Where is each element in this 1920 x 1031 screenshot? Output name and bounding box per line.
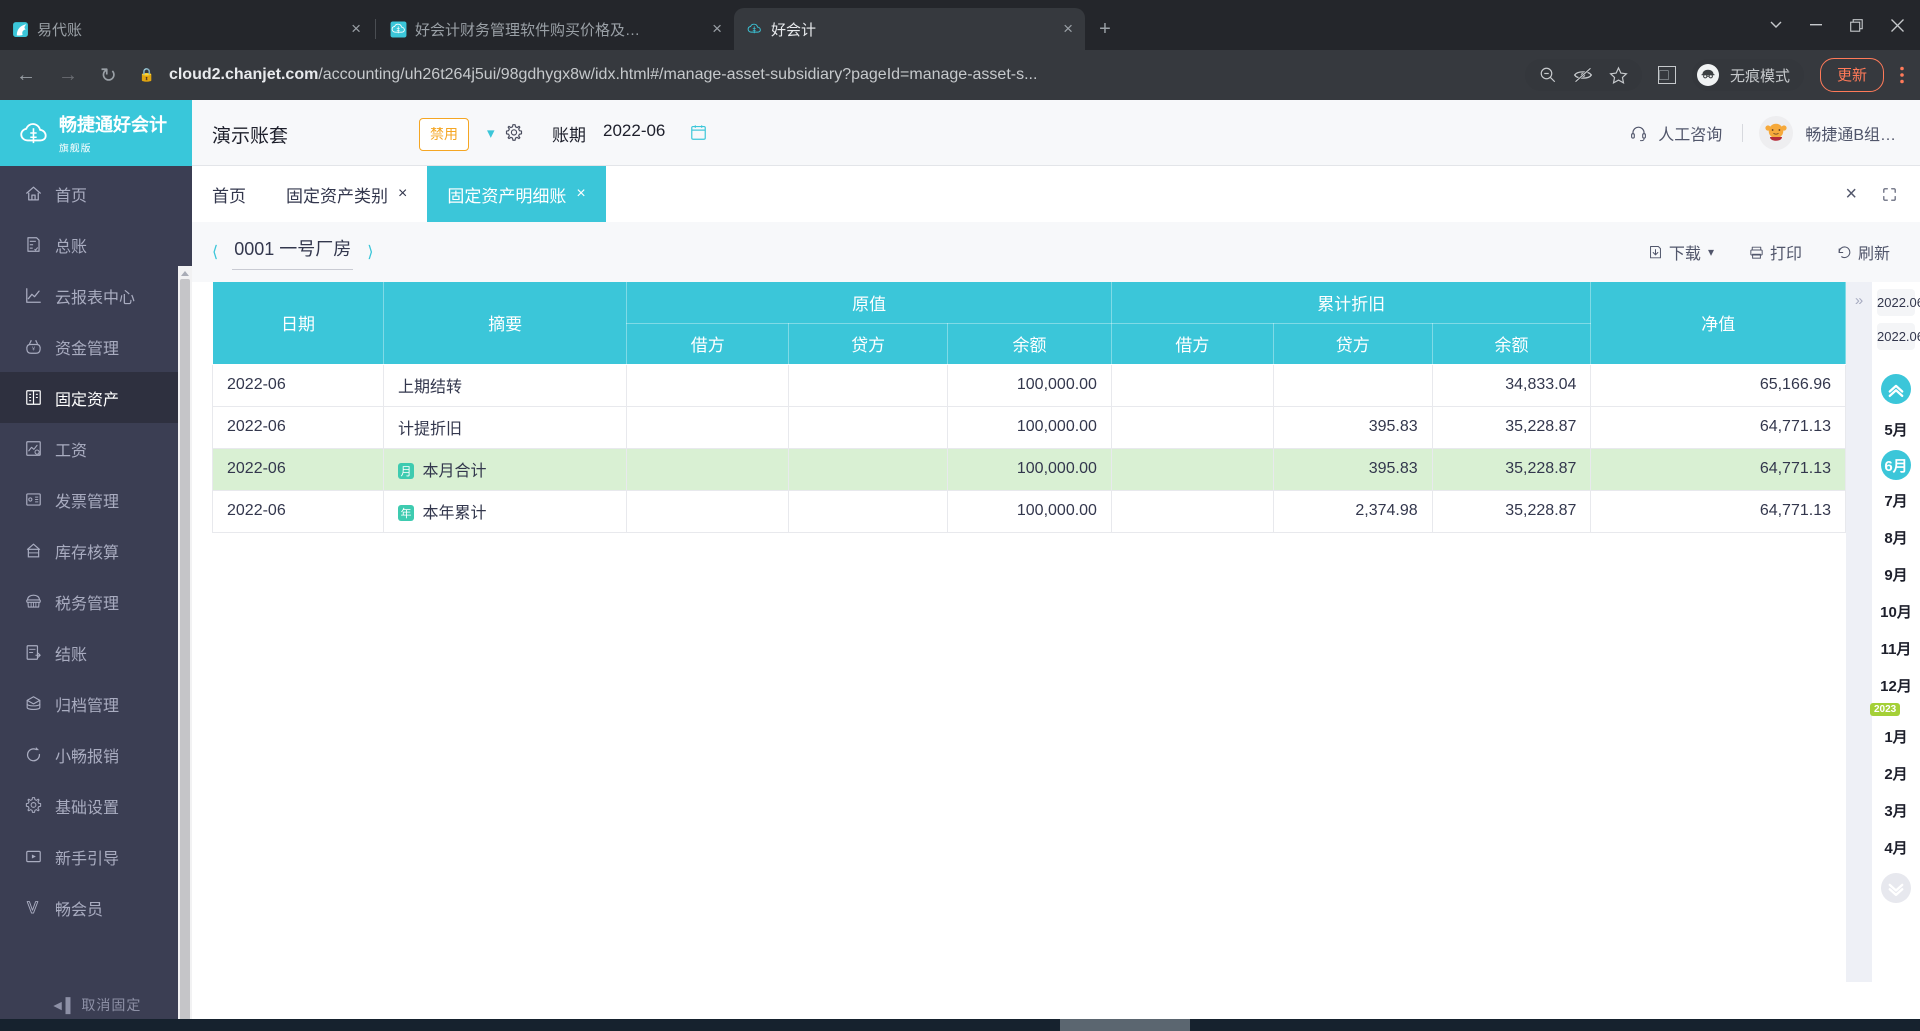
svg-text:¥: ¥ bbox=[32, 346, 36, 352]
